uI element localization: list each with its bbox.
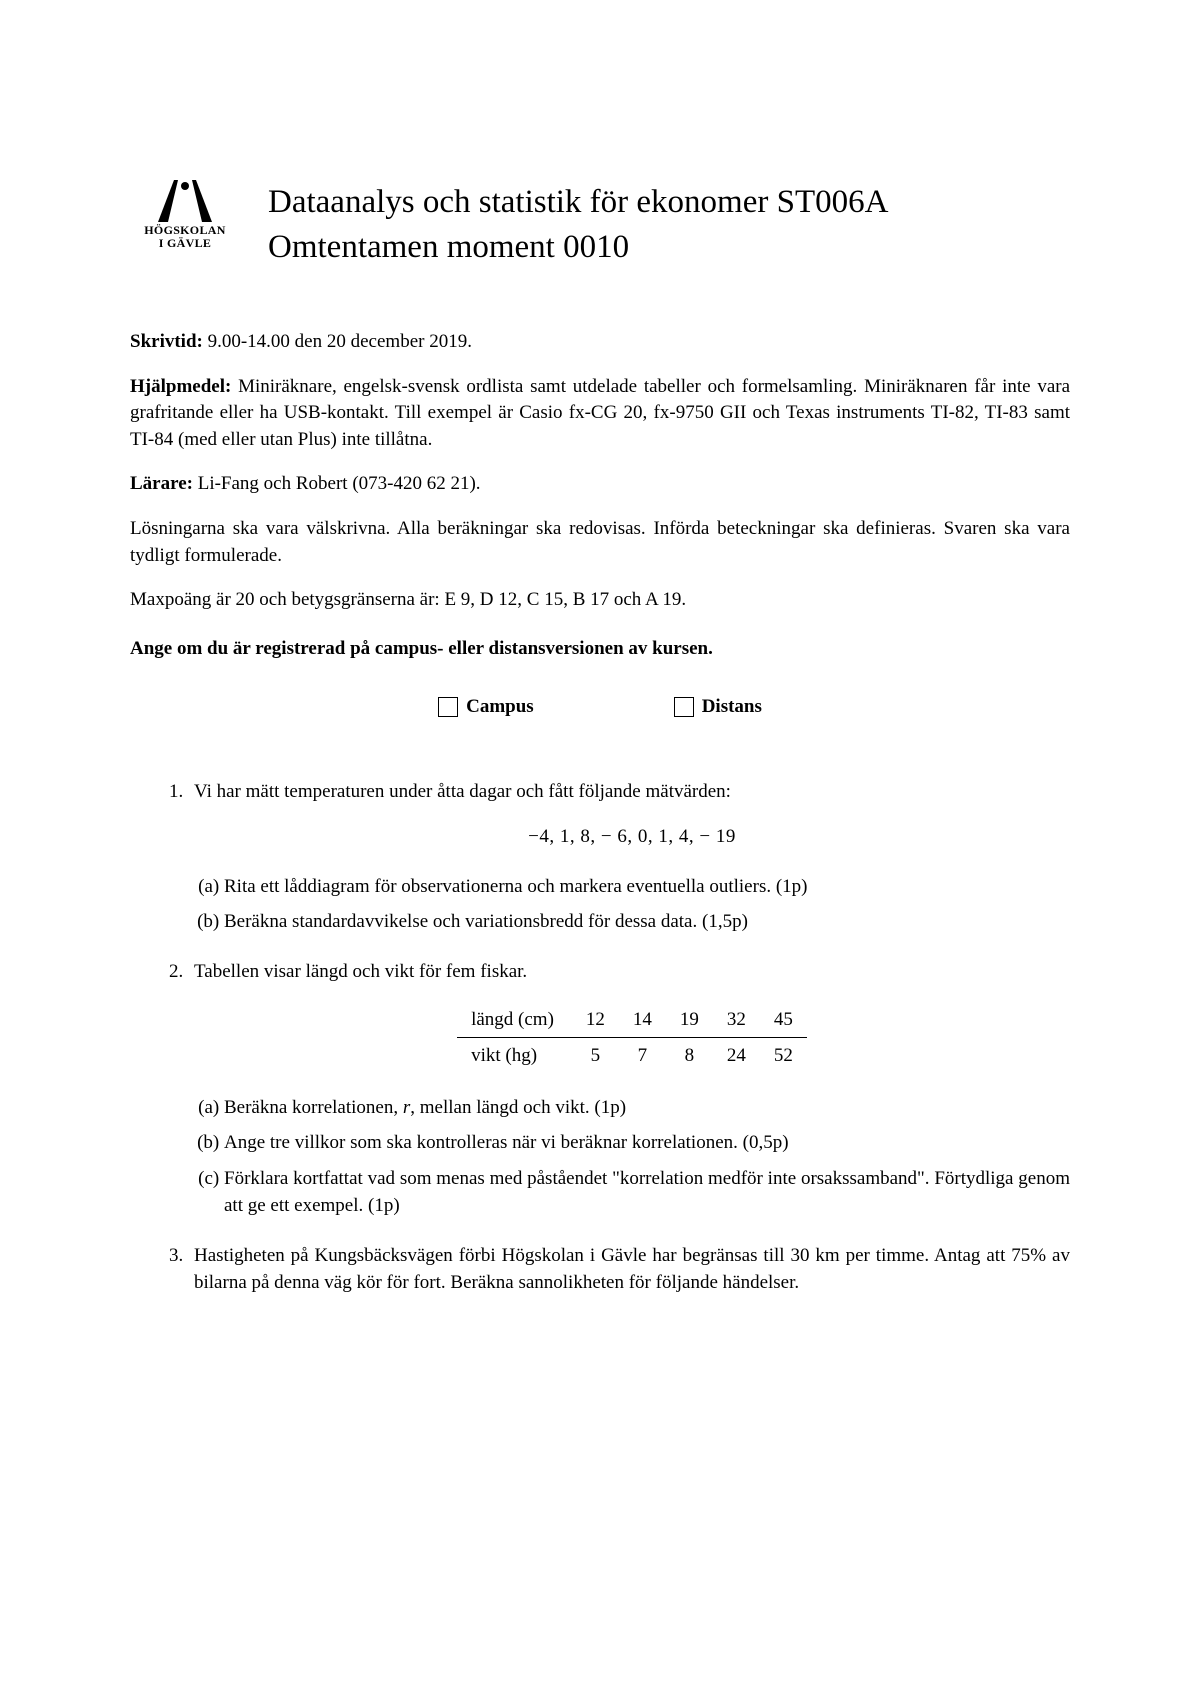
question-2: Tabellen visar längd och vikt för fem fi…: [188, 958, 1070, 1220]
cell: 12: [572, 1002, 619, 1038]
cell: 52: [760, 1038, 807, 1074]
skrivtid-line: Skrivtid: 9.00-14.00 den 20 december 201…: [130, 329, 1070, 356]
checkbox-box-icon: [438, 697, 458, 717]
q1-data: −4, 1, 8, − 6, 0, 1, 4, − 19: [194, 823, 1070, 851]
cell: 19: [666, 1002, 713, 1038]
q2-table: längd (cm) 12 14 19 32 45 vikt (hg) 5 7 …: [457, 1002, 807, 1074]
larare-label: Lärare:: [130, 473, 193, 494]
cell: 45: [760, 1002, 807, 1038]
q2-c: Förklara kortfattat vad som menas med på…: [224, 1165, 1070, 1220]
checkbox-distans[interactable]: Distans: [674, 696, 762, 718]
header: HÖGSKOLAN I GÄVLE Dataanalys och statist…: [130, 180, 1070, 269]
instructions-line: Lösningarna ska vara välskrivna. Alla be…: [130, 516, 1070, 569]
checkbox-distans-label: Distans: [702, 696, 762, 718]
hjalpmedel-value: Miniräknare, engelsk-svensk ordlista sam…: [130, 376, 1070, 450]
title-line2: Omtentamen moment 0010: [268, 225, 888, 270]
q1-b: Beräkna standardavvikelse och variations…: [224, 908, 1070, 936]
cell: 5: [572, 1038, 619, 1074]
q2-text: Tabellen visar längd och vikt för fem fi…: [194, 961, 527, 982]
hjalpmedel-line: Hjälpmedel: Miniräknare, engelsk-svensk …: [130, 374, 1070, 454]
checkbox-row: Campus Distans: [130, 696, 1070, 718]
question-3: Hastigheten på Kungsbäcksvägen förbi Hög…: [188, 1242, 1070, 1297]
title-line1: Dataanalys och statistik för ekonomer ST…: [268, 180, 888, 225]
cell: 14: [619, 1002, 666, 1038]
grading-line: Maxpoäng är 20 och betygsgränserna är: E…: [130, 587, 1070, 614]
larare-line: Lärare: Li-Fang och Robert (073-420 62 2…: [130, 471, 1070, 498]
q2-b: Ange tre villkor som ska kontrolleras nä…: [224, 1129, 1070, 1157]
cell: 32: [713, 1002, 760, 1038]
skrivtid-label: Skrivtid:: [130, 331, 203, 352]
cell: 8: [666, 1038, 713, 1074]
document-title: Dataanalys och statistik för ekonomer ST…: [268, 180, 888, 269]
registration-prompt: Ange om du är registrerad på campus- ell…: [130, 638, 1070, 660]
q2-a-post: , mellan längd och vikt. (1p): [410, 1097, 626, 1118]
checkbox-campus-label: Campus: [466, 696, 534, 718]
q2-a-pre: Beräkna korrelationen,: [224, 1097, 403, 1118]
skrivtid-value: 9.00-14.00 den 20 december 2019.: [208, 331, 472, 352]
checkbox-box-icon: [674, 697, 694, 717]
cell: 24: [713, 1038, 760, 1074]
logo-line2: I GÄVLE: [159, 236, 211, 250]
q1-subparts: Rita ett låddiagram för observationerna …: [194, 873, 1070, 936]
q1-a: Rita ett låddiagram för observationerna …: [224, 873, 1070, 901]
logo-line1: HÖGSKOLAN: [144, 223, 225, 237]
larare-value: Li-Fang och Robert (073-420 62 21).: [198, 473, 481, 494]
question-list: Vi har mätt temperaturen under åtta daga…: [130, 778, 1070, 1297]
exam-page: HÖGSKOLAN I GÄVLE Dataanalys och statist…: [0, 0, 1200, 1698]
logo-icon: [158, 180, 212, 222]
cell: 7: [619, 1038, 666, 1074]
q3-text: Hastigheten på Kungsbäcksvägen förbi Hög…: [194, 1245, 1070, 1294]
q2-row1-label: längd (cm): [457, 1002, 572, 1038]
logo-caption: HÖGSKOLAN I GÄVLE: [144, 224, 225, 250]
question-1: Vi har mätt temperaturen under åtta daga…: [188, 778, 1070, 936]
q1-text: Vi har mätt temperaturen under åtta daga…: [194, 781, 731, 802]
table-row: vikt (hg) 5 7 8 24 52: [457, 1038, 807, 1074]
hjalpmedel-label: Hjälpmedel:: [130, 376, 231, 397]
checkbox-campus[interactable]: Campus: [438, 696, 534, 718]
table-row: längd (cm) 12 14 19 32 45: [457, 1002, 807, 1038]
institution-logo: HÖGSKOLAN I GÄVLE: [130, 180, 240, 250]
q2-row2-label: vikt (hg): [457, 1038, 572, 1074]
q2-subparts: Beräkna korrelationen, r, mellan längd o…: [194, 1094, 1070, 1220]
q2-a: Beräkna korrelationen, r, mellan längd o…: [224, 1094, 1070, 1122]
